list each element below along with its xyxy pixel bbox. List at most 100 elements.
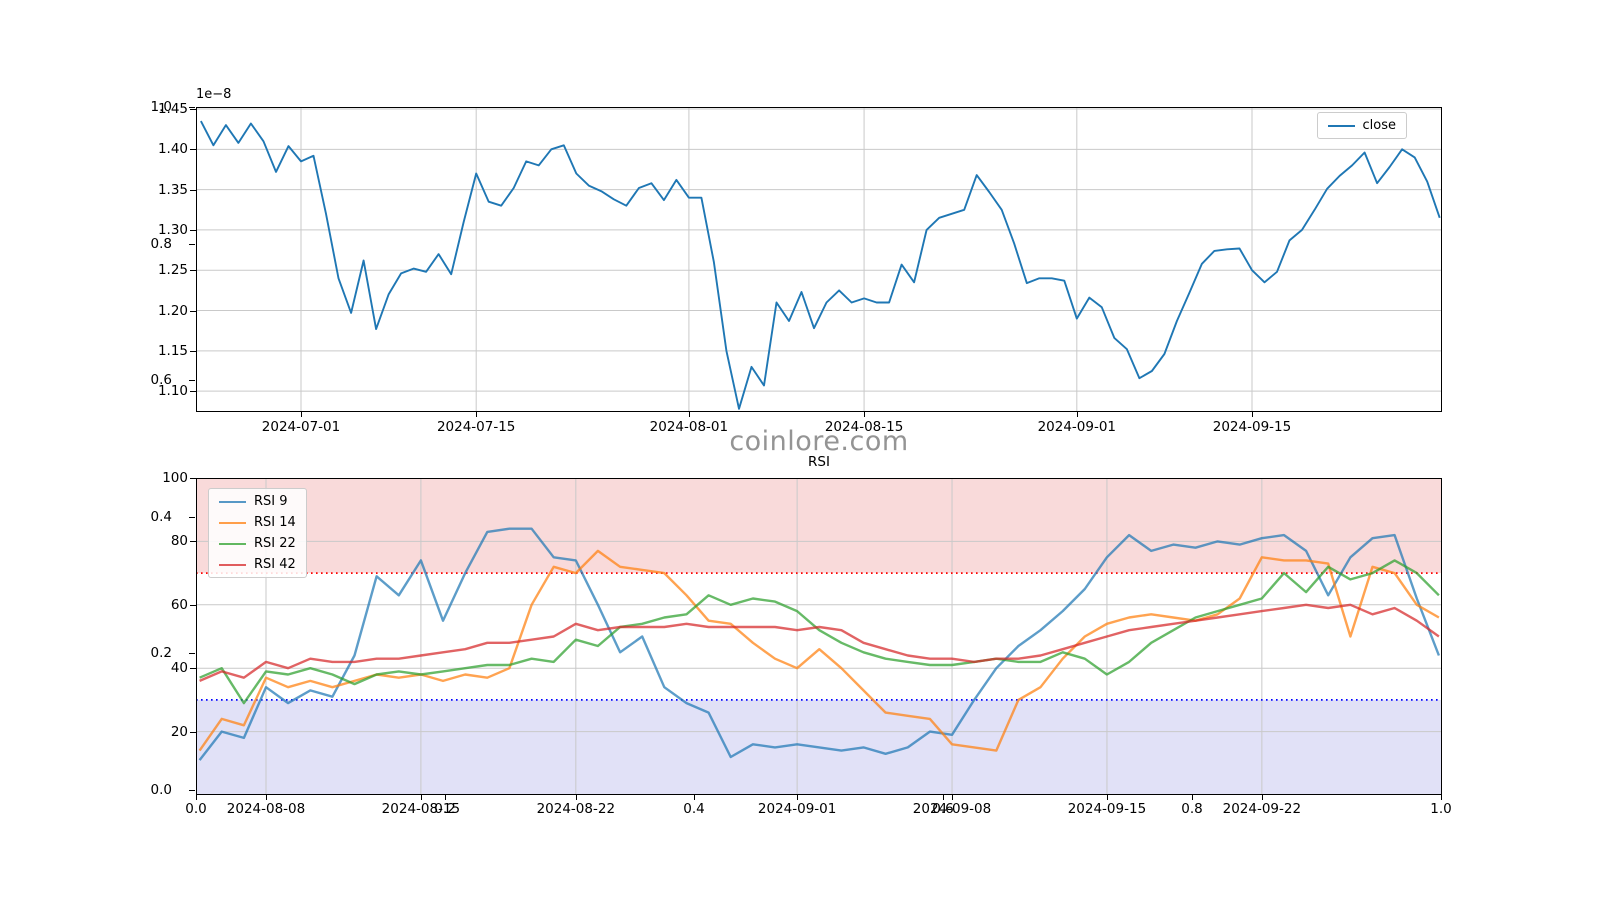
x-tick-label: 2024-09-22 [1222,801,1302,817]
legend-label: RSI 9 [254,494,288,509]
price-legend: close [1316,112,1407,139]
tick-mark [196,795,197,800]
x-tick-label: 2024-09-01 [1037,419,1117,435]
tick-mark [190,350,196,352]
overlay-x-tick-label: 0.4 [683,801,705,817]
overlay-y-tick-label: 1.0 [150,99,172,115]
tick-mark [190,310,196,312]
tick-mark [943,795,944,800]
rsi-line-chart [196,478,1442,795]
tick-mark [688,412,690,417]
legend-label: RSI 42 [254,557,296,572]
tick-mark [189,653,195,655]
x-tick-label: 2024-08-15 [381,801,461,817]
y-tick-label: 1.35 [157,181,188,198]
y-axis-offset-label: 1e−8 [196,87,232,102]
y-tick-label: 80 [170,533,188,550]
tick-mark [189,790,195,791]
legend-label: RSI 22 [254,536,296,551]
tick-mark [190,109,196,110]
watermark: coinlore.com [729,426,909,457]
tick-mark [189,516,195,518]
rsi-legend: RSI 9 RSI 14 RSI 22 RSI 42 [208,488,307,578]
x-tick-label: 2024-09-15 [1067,801,1147,817]
x-tick-label: 2024-08-08 [226,801,306,817]
x-tick-label: 2024-09-08 [912,801,992,817]
x-tick-label: 2024-09-01 [757,801,837,817]
overlay-x-tick-label: 0.2 [434,801,456,817]
overlay-x-tick-label: 0.8 [1181,801,1203,817]
legend-line-sample [219,521,246,524]
legend-line-sample [1327,124,1355,127]
overlay-x-tick-label: 0.0 [185,801,207,817]
y-tick-label: 100 [162,470,188,486]
legend-item: RSI 42 [219,557,296,572]
tick-mark [797,795,799,800]
tick-mark [190,478,196,479]
legend-item: RSI 22 [219,536,296,551]
tick-mark [189,243,195,245]
tick-mark [189,380,195,382]
tick-mark [190,229,196,231]
legend-line-sample [219,500,246,503]
tick-mark [420,795,422,800]
legend-label: close [1362,118,1396,133]
price-chart-plot: close [196,107,1442,412]
tick-mark [190,731,196,733]
x-tick-label: 2024-07-15 [436,419,516,435]
tick-mark [1251,412,1253,417]
overlay-y-tick-label: 0.8 [150,235,172,252]
x-tick-label: 2024-08-01 [649,419,729,435]
tick-mark [1441,795,1442,800]
overlay-y-tick-label: 0.4 [150,508,172,525]
legend-item: RSI 14 [219,515,296,530]
y-tick-label: 1.30 [157,221,188,238]
tick-mark [266,795,267,800]
y-tick-label: 1.25 [157,262,188,279]
tick-mark [952,795,954,800]
y-tick-label: 1.10 [157,383,188,400]
tick-mark [575,795,577,800]
tick-mark [190,541,196,543]
legend-line-sample [219,563,246,566]
legend-label: RSI 14 [254,515,296,530]
tick-mark [190,149,196,151]
tick-mark [1192,795,1193,800]
y-tick-label: 1.40 [157,141,188,158]
x-tick-label: 2024-07-01 [261,419,341,435]
tick-mark [190,391,196,393]
y-tick-label: 1.20 [157,302,188,319]
overlay-x-tick-label: 1.0 [1430,801,1452,817]
tick-mark [301,412,302,417]
y-tick-label: 60 [170,596,188,613]
tick-mark [1261,795,1263,800]
y-tick-label: 1.45 [157,101,188,117]
tick-mark [189,107,195,108]
tick-mark [190,189,196,191]
legend-line-sample [219,542,246,545]
legend-item: RSI 9 [219,494,296,509]
x-tick-label: 2024-08-22 [536,801,616,817]
tick-mark [190,668,196,670]
overlay-y-tick-label: 0.0 [150,782,172,798]
overlay-y-tick-label: 0.2 [150,645,172,662]
tick-mark [190,270,196,272]
rsi-title: RSI [808,454,830,470]
legend-item: close [1327,118,1396,133]
y-tick-label: 40 [170,660,188,677]
tick-mark [445,795,446,800]
tick-mark [476,412,478,417]
x-tick-label: 2024-08-15 [824,419,904,435]
y-tick-label: 1.15 [157,342,188,359]
tick-mark [190,604,196,606]
close-line-chart [196,107,1442,412]
x-tick-label: 2024-09-15 [1212,419,1292,435]
tick-mark [1076,412,1078,417]
overlay-x-tick-label: 0.6 [932,801,954,817]
tick-mark [864,412,866,417]
y-tick-label: 20 [170,723,188,740]
overlay-y-tick-label: 0.6 [150,372,172,389]
tick-mark [694,795,695,800]
rsi-chart-plot: RSI 9 RSI 14 RSI 22 RSI 42 [196,478,1442,795]
